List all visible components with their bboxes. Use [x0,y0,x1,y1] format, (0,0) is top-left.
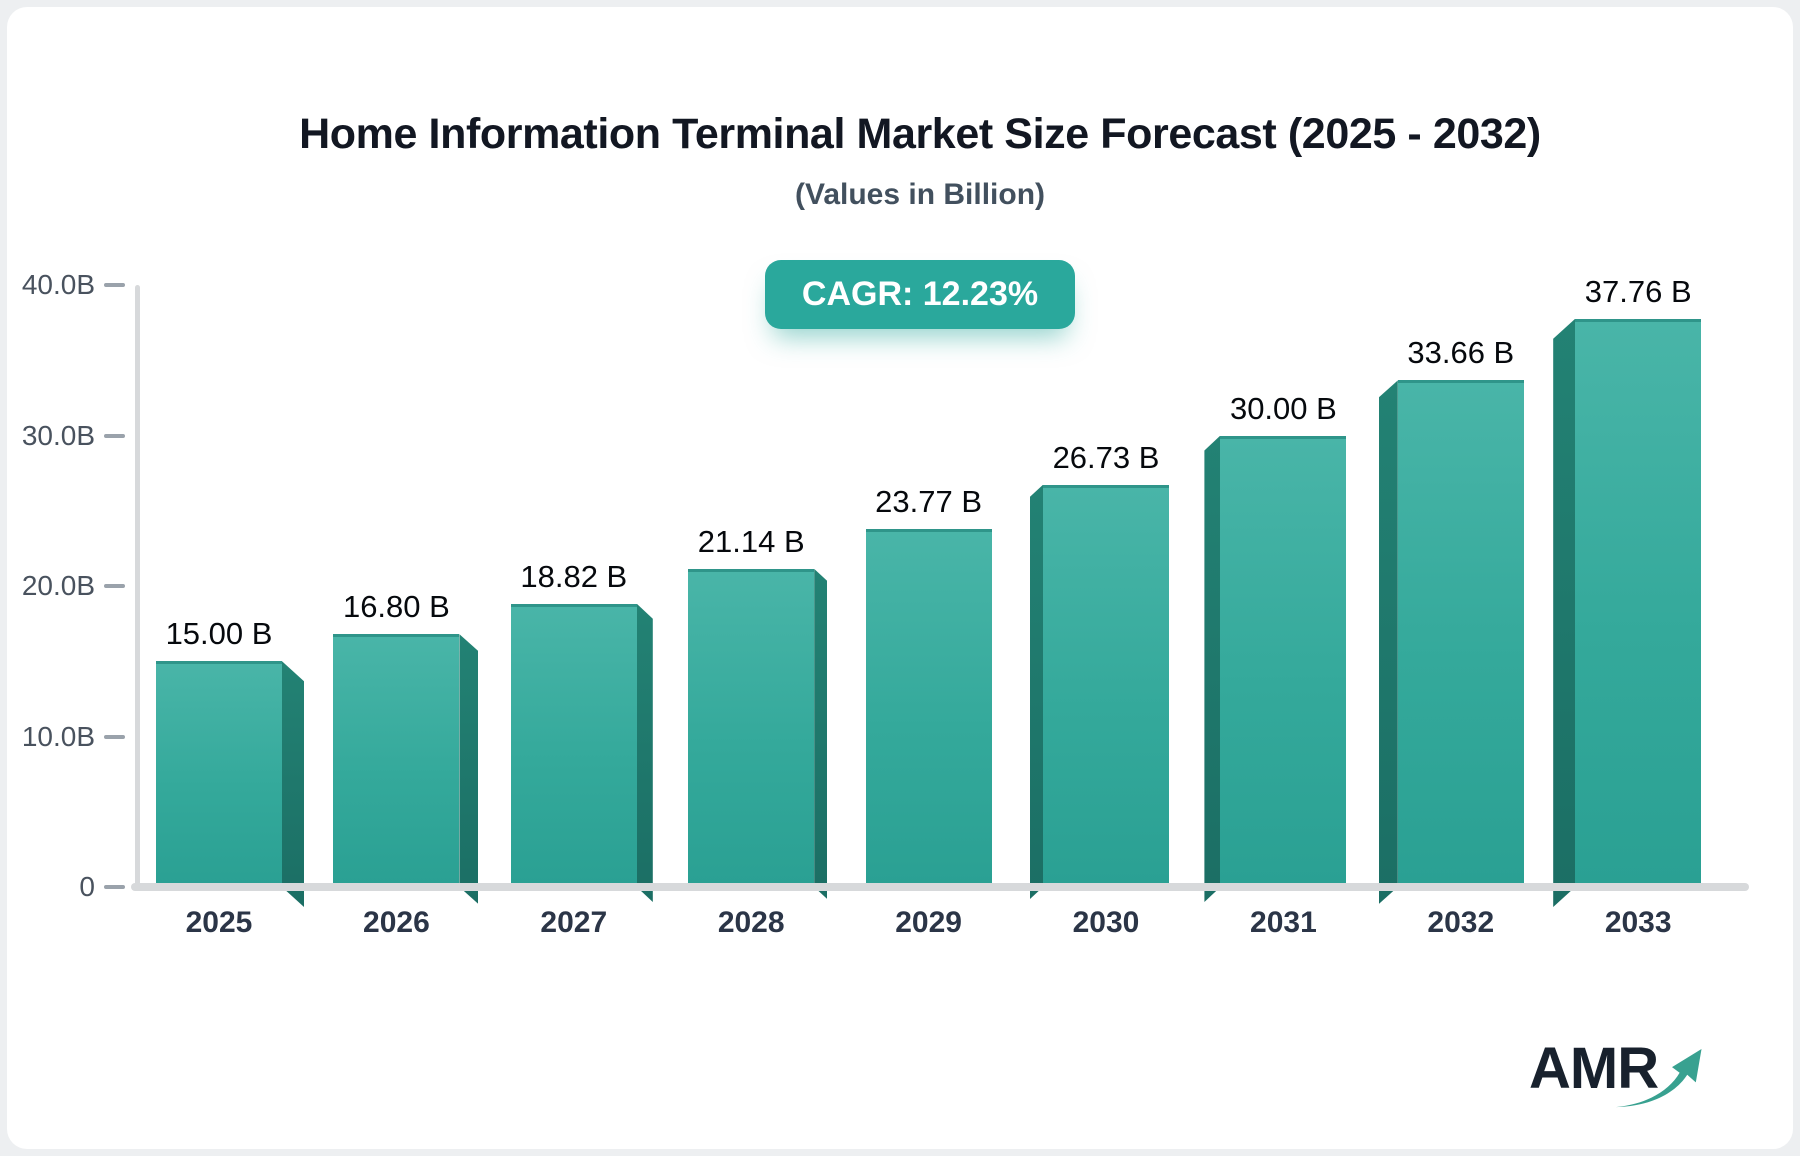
y-axis-tick [104,734,125,739]
x-axis-label: 2025 [185,906,253,939]
bar-side-face [1553,319,1575,907]
y-axis-label: 20.0B [21,570,95,601]
y-axis-tick [104,433,125,438]
chart-card: Home Information Terminal Market Size Fo… [7,7,1793,1149]
x-axis-label: 2032 [1427,906,1495,939]
chart-subtitle: (Values in Billion) [794,178,1046,211]
bar-side-face [637,604,653,902]
x-axis-label: 2027 [540,906,608,939]
x-axis-label: 2031 [1250,906,1317,939]
bar-2032 [1397,380,1524,887]
bar-2030 [1043,484,1169,887]
y-axis-label: 30.0B [21,419,95,451]
bar-side-face [1379,380,1398,904]
chart-title: Home Information Terminal Market Size Fo… [299,110,1541,158]
bar-2027 [510,603,637,887]
x-axis-line [131,883,1749,891]
bar-chart-plot-area: 0 10.0B 20.0B 30.0B 40.0B 15.00 B 2025 16.80 B 2… [7,7,1793,1149]
bar-value-label: 37.76 B [1584,273,1692,309]
bar-value-label: 21.14 B [697,523,805,559]
x-axis-label: 2030 [1072,906,1140,939]
bar-value-label: 33.66 B [1407,335,1515,371]
y-axis-tick [104,283,125,287]
chart-header: Home Information Terminal Market Size Fo… [47,111,1793,329]
bar-2028 [688,568,815,887]
x-axis-label: 2029 [895,906,962,939]
bar-side-face [814,569,827,899]
bar-value-label: 16.80 B [342,589,450,625]
y-axis-label: 10.0B [21,720,95,752]
bar-side-face [1030,485,1043,899]
bar-value-label: 18.82 B [520,558,628,594]
bar-side-face [282,661,304,907]
amr-logo: AMR [1529,1037,1712,1115]
x-axis-label: 2028 [717,906,785,939]
bar-value-label: 23.77 B [875,484,983,520]
bar-2026 [333,634,460,887]
bar-2033 [1575,318,1702,887]
x-axis-label: 2026 [363,906,430,939]
x-axis-label: 2033 [1604,906,1672,939]
y-axis-tick [104,885,125,889]
bar-2025 [156,661,282,887]
y-axis-line [135,285,140,891]
bar-value-label: 30.00 B [1229,390,1337,426]
y-axis-tick [104,584,125,588]
bar-2029 [865,529,992,887]
y-axis-label: 40.0B [21,269,95,300]
bar-side-face [1204,436,1220,903]
bar-value-label: 26.73 B [1052,439,1160,475]
bar-side-face [459,634,478,904]
amr-logo-text: AMR [1529,1036,1659,1101]
cagr-badge: CAGR: 12.23% [764,260,1076,329]
chart-stage: Home Information Terminal Market Size Fo… [7,7,1793,1149]
bar-2031 [1220,435,1347,887]
growth-arrow-icon [1615,1049,1702,1108]
bar-value-label: 15.00 B [165,616,273,652]
y-axis-label: 0 [79,871,95,902]
